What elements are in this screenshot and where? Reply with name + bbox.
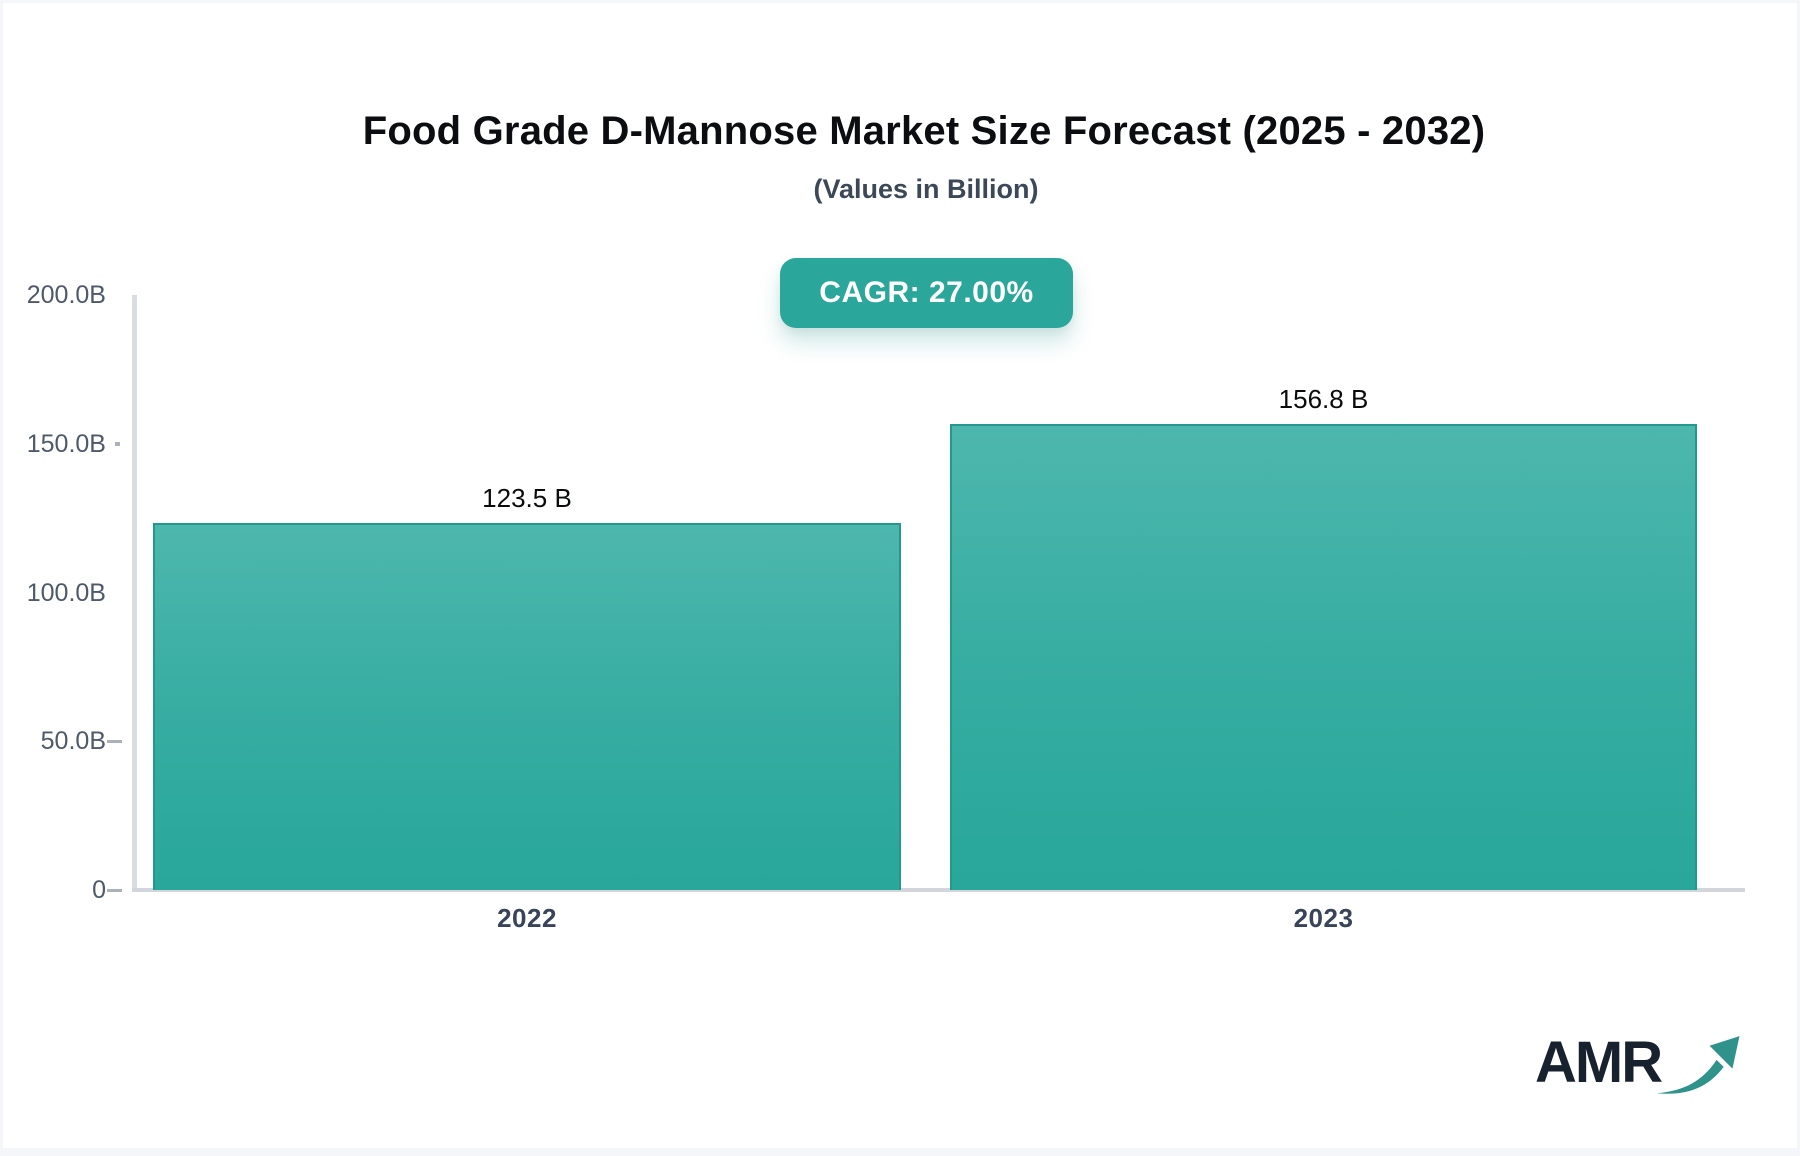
- cagr-badge: CAGR: 27.00%: [780, 258, 1073, 328]
- y-tick-mark: [115, 441, 120, 446]
- y-tick-label: 200.0B: [26, 281, 106, 309]
- x-axis-label-2023: 2023: [1293, 903, 1354, 933]
- x-axis-line: [132, 888, 1745, 892]
- bar-value-label: 123.5 B: [482, 482, 572, 513]
- chart-title: Food Grade D-Mannose Market Size Forecas…: [362, 109, 1486, 153]
- y-tick-label: 150.0B: [26, 429, 106, 458]
- bar-value-label: 156.8 B: [1278, 383, 1369, 414]
- bar-2022[interactable]: [153, 522, 901, 890]
- y-tick-label: 50.0B: [40, 727, 106, 756]
- y-tick-mark: [107, 889, 122, 892]
- y-tick-label: 0: [92, 876, 106, 904]
- y-axis-line: [132, 295, 137, 892]
- bar-2023[interactable]: [950, 423, 1697, 890]
- y-tick-label: 100.0B: [26, 578, 106, 607]
- chart-subtitle: (Values in Billion): [813, 174, 1039, 204]
- y-tick-mark: [107, 740, 122, 744]
- x-axis-label-2022: 2022: [497, 903, 557, 933]
- growth-arrow-icon: [1656, 1036, 1740, 1094]
- amr-logo: AMR: [1535, 1033, 1743, 1097]
- amr-logo-text: AMR: [1535, 1030, 1663, 1095]
- cagr-badge-label: CAGR: 27.00%: [819, 276, 1034, 309]
